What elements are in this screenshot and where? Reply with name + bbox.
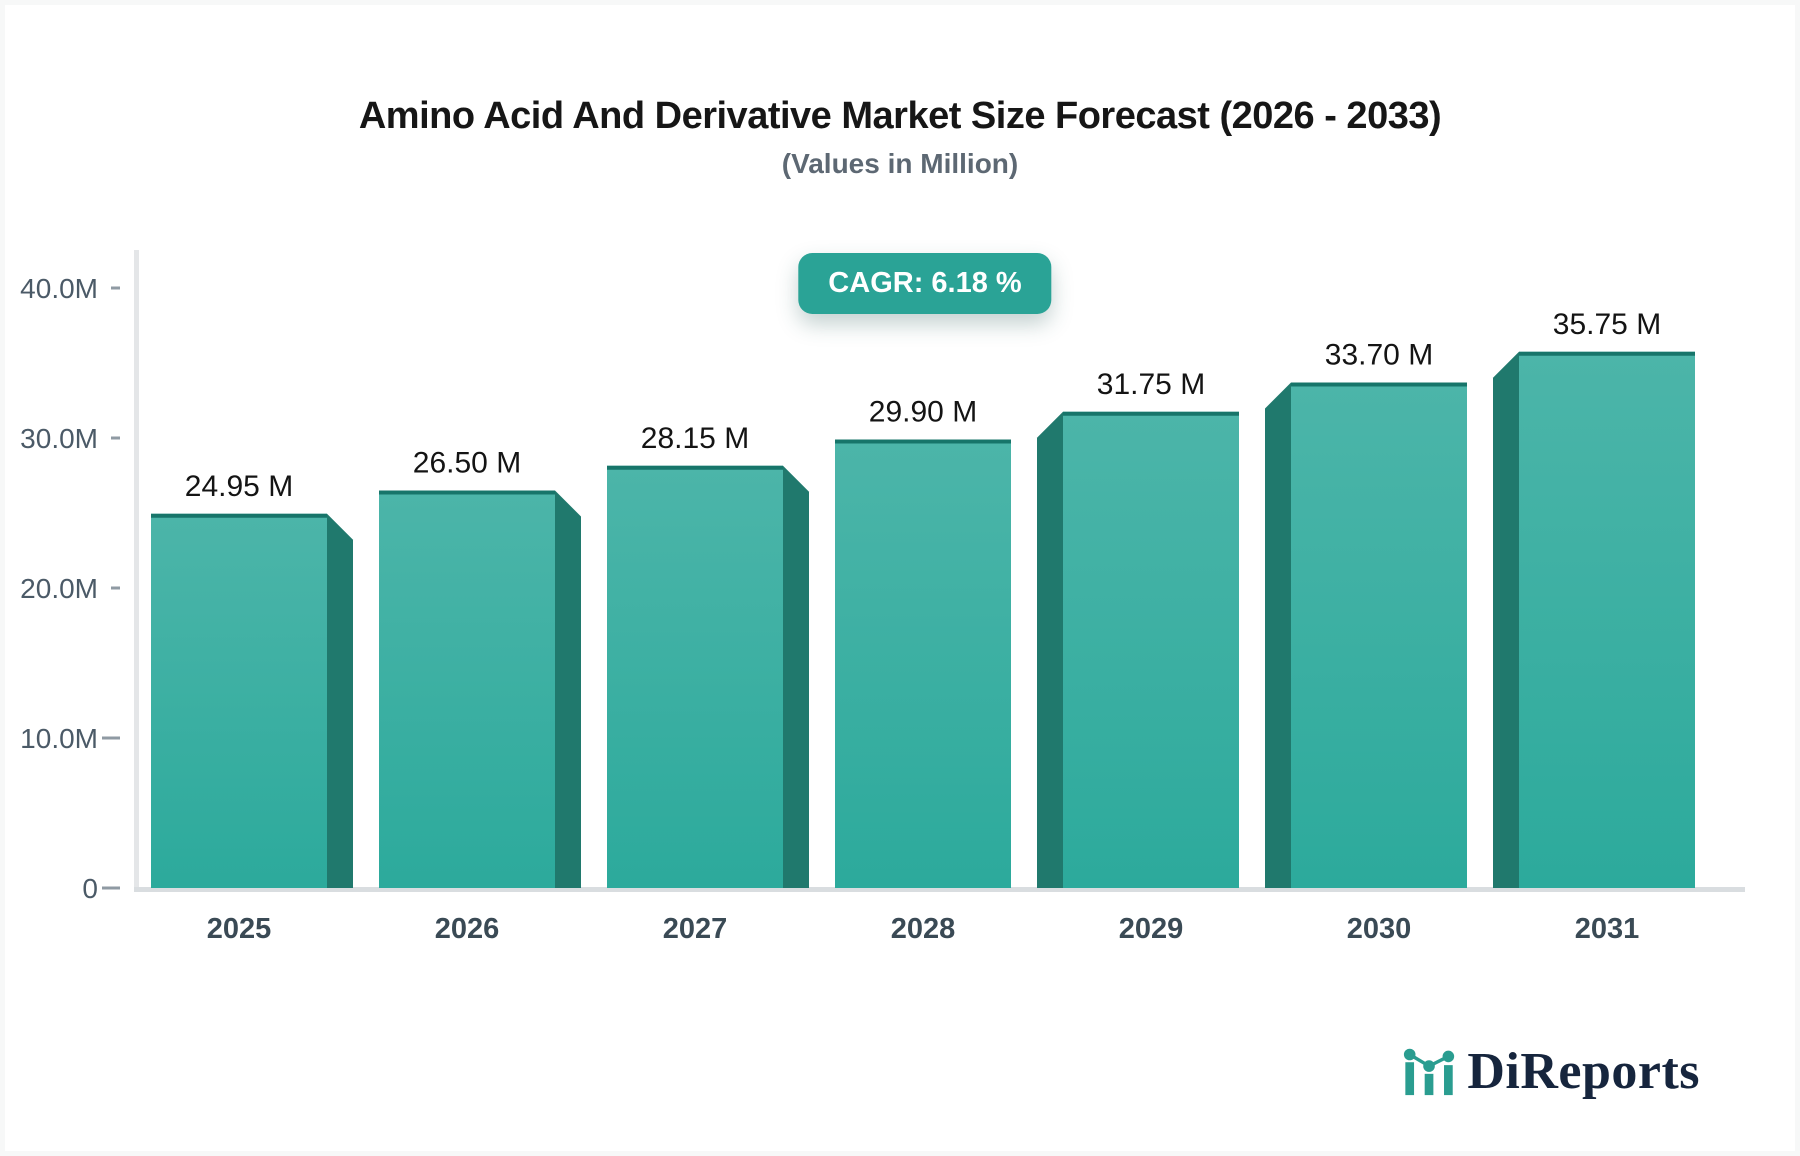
bar-value-label: 26.50 M [413, 447, 521, 480]
bar-top-edge [151, 513, 327, 518]
bar-top-edge [1291, 382, 1467, 387]
y-tick-0 [102, 886, 120, 890]
y-tick-label-0: 0 [82, 873, 98, 904]
bar-value-label: 31.75 M [1097, 368, 1205, 401]
y-tick-label-30.0M: 30.0M [20, 423, 98, 454]
bar-value-label: 35.75 M [1553, 308, 1661, 341]
bar-top-edge [1063, 411, 1239, 416]
bar-face [1519, 351, 1695, 888]
x-category-label: 2025 [207, 913, 272, 945]
bar-face [1291, 382, 1467, 888]
bar-value-label: 33.70 M [1325, 339, 1433, 372]
bar-side-face [783, 465, 809, 888]
x-category-label: 2028 [891, 913, 956, 945]
bar-value-label: 29.90 M [869, 396, 977, 429]
direports-logo-text: DiReports [1467, 1043, 1700, 1100]
chart-title: Amino Acid And Derivative Market Size Fo… [358, 95, 1442, 137]
x-category-label: 2027 [663, 913, 728, 945]
bar-side-face [555, 490, 581, 888]
bar-2027[interactable]: 28.15 M 2027 [607, 422, 809, 945]
y-tick-10.0M [102, 736, 120, 740]
y-tick-label-20.0M: 20.0M [20, 573, 98, 604]
bar-side-face [1493, 351, 1519, 888]
bar-2030[interactable]: 33.70 M 2030 [1265, 339, 1467, 946]
bar-face [379, 490, 555, 888]
bar-face [1063, 411, 1239, 888]
y-tick-20.0M [111, 586, 120, 590]
bar-2025[interactable]: 24.95 M 2025 [151, 470, 353, 945]
bar-value-label: 28.15 M [641, 422, 749, 455]
bar-side-face [1037, 411, 1063, 888]
y-axis-spine [134, 250, 139, 888]
direports-logo: DiReports [1401, 1040, 1700, 1098]
bar-face [151, 513, 327, 888]
bar-2031[interactable]: 35.75 M 2031 [1493, 308, 1695, 945]
bar-top-edge [607, 465, 783, 470]
bar-side-face [1265, 382, 1291, 888]
x-category-label: 2030 [1347, 913, 1412, 945]
bar-2026[interactable]: 26.50 M 2026 [379, 447, 581, 946]
bar-top-edge [835, 439, 1011, 444]
bar-2028[interactable]: 29.90 M 2028 [835, 396, 1011, 946]
y-tick-label-40.0M: 40.0M [20, 273, 98, 304]
x-axis-baseline [134, 887, 1745, 892]
y-tick-label-10.0M: 10.0M [20, 723, 98, 754]
bar-top-edge [1519, 351, 1695, 356]
y-tick-30.0M [111, 436, 120, 440]
y-tick-40.0M [111, 286, 120, 290]
cagr-badge: CAGR: 6.18 % [798, 253, 1052, 314]
direports-logo-icon [1404, 1048, 1455, 1096]
bar-value-label: 24.95 M [185, 470, 293, 503]
bar-face [835, 439, 1011, 888]
x-category-label: 2031 [1575, 913, 1640, 945]
x-category-label: 2029 [1119, 913, 1184, 945]
bar-side-face [327, 513, 353, 888]
x-category-label: 2026 [435, 913, 500, 945]
chart-subtitle: (Values in Million) [781, 148, 1019, 179]
bar-top-edge [379, 490, 555, 495]
bar-2029[interactable]: 31.75 M 2029 [1037, 368, 1239, 945]
bar-face [607, 465, 783, 888]
